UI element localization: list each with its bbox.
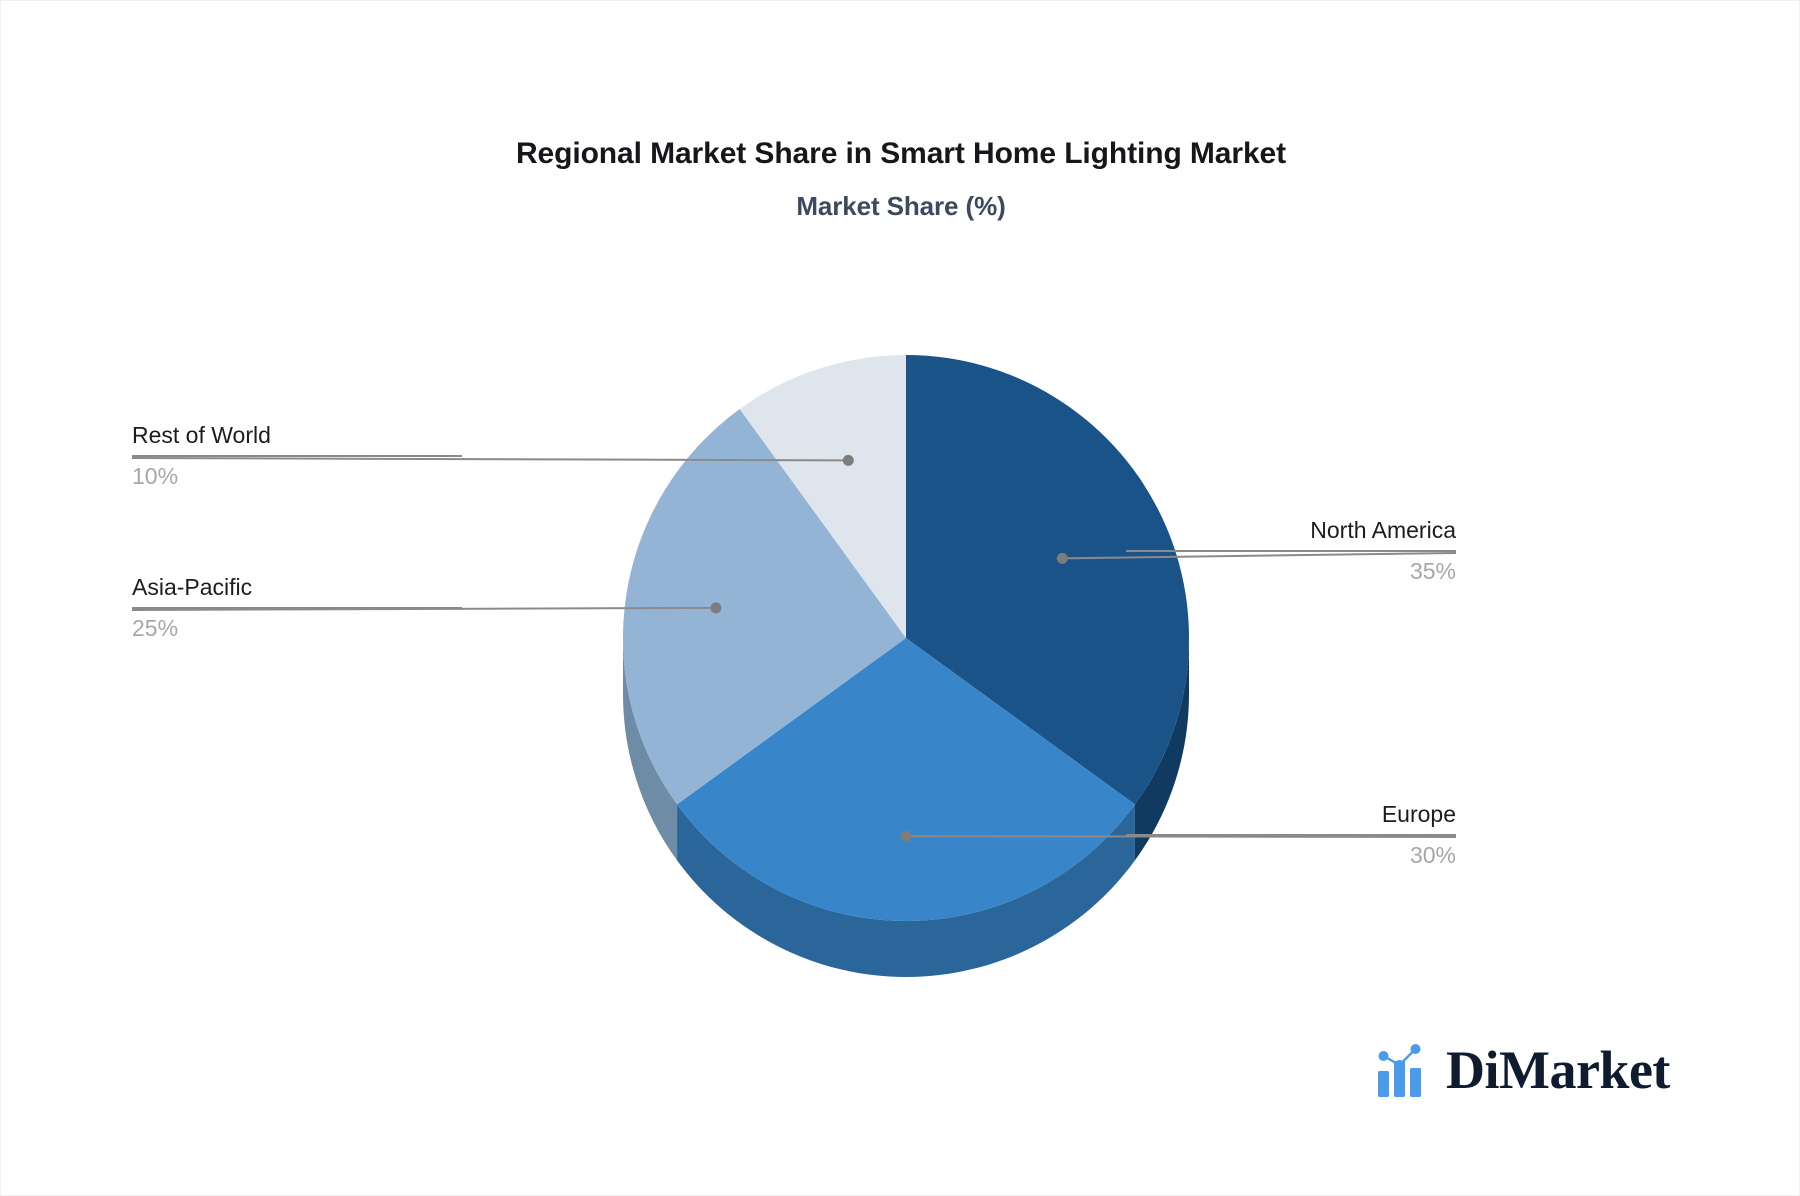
pie-slices bbox=[623, 355, 1189, 921]
callout-rest-of-world: Rest of World 10% bbox=[132, 420, 462, 491]
pie-depth-sides bbox=[623, 638, 1189, 978]
callout-label-europe: Europe bbox=[1381, 801, 1456, 827]
callout-rule-north-america bbox=[1126, 550, 1456, 552]
leader-dot-north-america bbox=[1056, 552, 1068, 564]
chart-subtitle: Market Share (%) bbox=[796, 191, 1006, 221]
callout-label-rest-of-world: Rest of World bbox=[132, 422, 271, 448]
pie-slice-asia-pacific[interactable] bbox=[623, 409, 906, 805]
leader-dot-asia-pacific bbox=[710, 602, 722, 614]
callout-value-north-america: 35% bbox=[1409, 558, 1456, 584]
callout-rule-asia-pacific bbox=[132, 607, 462, 609]
callout-value-rest-of-world: 10% bbox=[132, 463, 179, 489]
callout-north-america: North America 35% bbox=[1126, 515, 1456, 586]
callout-rule-europe bbox=[1126, 834, 1456, 836]
pie-leader-lines bbox=[131, 454, 1457, 842]
callout-europe: Europe 30% bbox=[1126, 799, 1456, 870]
callout-label-north-america: North America bbox=[1310, 517, 1456, 543]
bar-chart-icon bbox=[1378, 1044, 1421, 1097]
brand-logo: DiMarket bbox=[1377, 1043, 1670, 1097]
pie-slice-side-asia-pacific bbox=[623, 638, 678, 861]
brand-name: DiMarket bbox=[1446, 1040, 1670, 1100]
callout-value-europe: 30% bbox=[1409, 842, 1456, 868]
callout-value-asia-pacific: 25% bbox=[132, 615, 179, 641]
leader-dot-rest-of-world bbox=[842, 454, 854, 466]
callout-rule-rest-of-world bbox=[132, 455, 462, 457]
callout-label-asia-pacific: Asia-Pacific bbox=[132, 574, 253, 600]
callout-asia-pacific: Asia-Pacific 25% bbox=[132, 572, 462, 643]
pie-slice-side-europe bbox=[677, 804, 1135, 978]
leader-dot-europe bbox=[900, 830, 912, 842]
pie-slice-europe[interactable] bbox=[677, 638, 1135, 921]
chart-title: Regional Market Share in Smart Home Ligh… bbox=[515, 137, 1287, 170]
pie-slice-rest-of-world[interactable] bbox=[739, 355, 906, 638]
